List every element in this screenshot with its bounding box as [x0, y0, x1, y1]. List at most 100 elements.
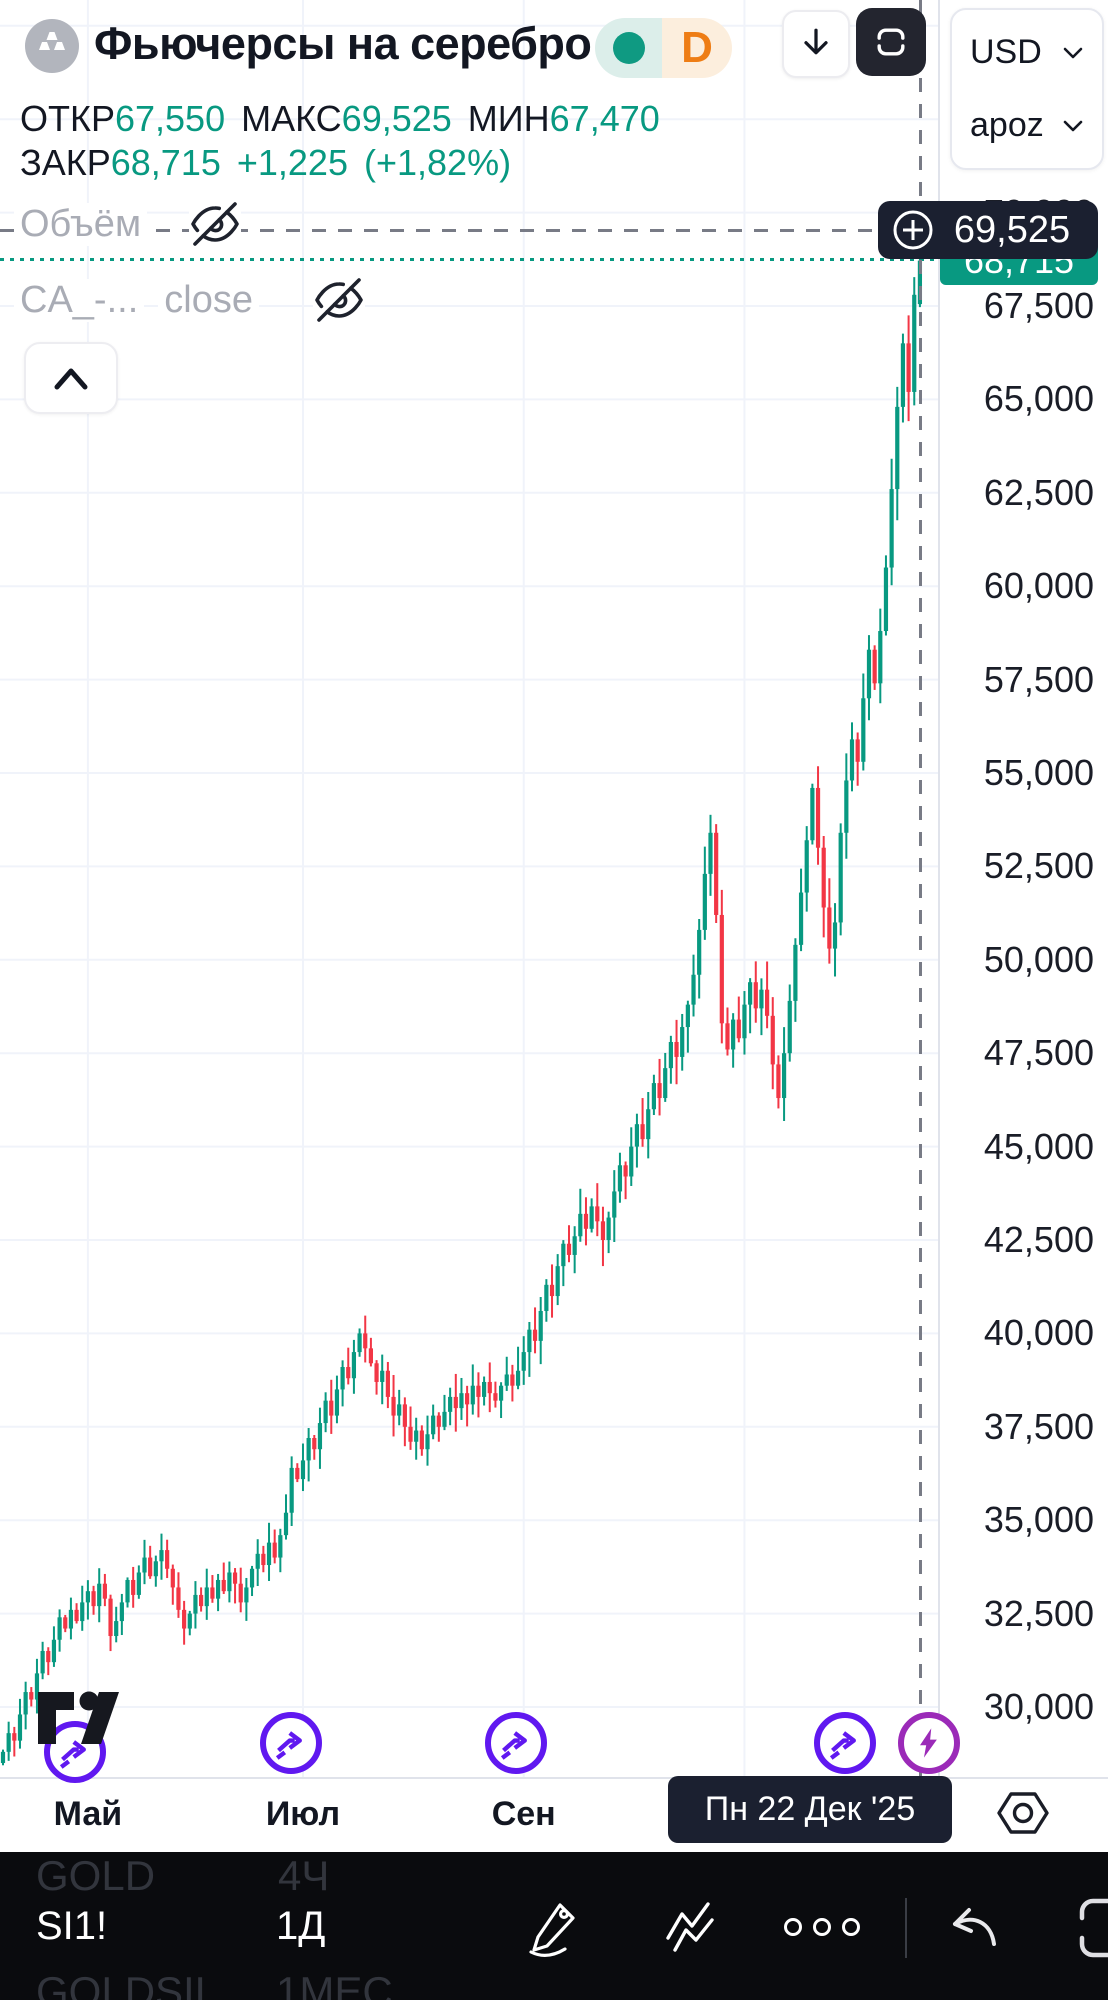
price-axis-label: 55,000	[983, 752, 1094, 793]
candle-body	[408, 1426, 413, 1442]
candle-body	[46, 1650, 51, 1663]
candle-body	[368, 1348, 373, 1364]
candle-body	[674, 1041, 679, 1057]
price-axis-label: 32,500	[983, 1592, 1094, 1634]
download-button[interactable]	[782, 10, 850, 78]
more-button[interactable]	[780, 1914, 864, 1940]
price-axis-label: 65,000	[983, 378, 1094, 420]
ohlc-row-2: ЗАКР68,715 +1,225 (+1,82%)	[20, 142, 512, 183]
candle-body	[753, 982, 758, 1009]
candle-body	[657, 1083, 662, 1099]
candle-body	[544, 1284, 549, 1311]
time-axis-label: Май	[53, 1795, 123, 1833]
candle-body	[895, 406, 900, 490]
eye-off-icon	[315, 278, 363, 322]
candle-body	[261, 1553, 266, 1566]
draw-button[interactable]	[520, 1896, 582, 1958]
watchlist-symbol: GOLDSIL	[36, 1968, 219, 2000]
candle-body	[680, 1027, 685, 1057]
contract-rollover-marker[interactable]	[814, 1712, 876, 1774]
fullscreen-button[interactable]	[856, 8, 926, 76]
candle-body	[708, 832, 713, 874]
lightning-icon	[920, 1728, 937, 1758]
crosshair-horizontal-line	[0, 229, 878, 232]
currency-dropdown[interactable]: USD	[952, 33, 1102, 72]
candle-body	[725, 1023, 730, 1050]
candle-body	[793, 944, 798, 1001]
candle-body	[346, 1367, 351, 1379]
price-axis-label: 35,000	[983, 1499, 1094, 1541]
candle-body	[170, 1568, 175, 1588]
candle-body	[97, 1583, 102, 1607]
candle-body	[334, 1389, 340, 1416]
price-axis-label: 50,000	[983, 938, 1094, 980]
candle-body	[617, 1165, 623, 1192]
candle-body	[153, 1561, 158, 1577]
undo-arrow-icon	[953, 1908, 996, 1946]
indicator-visibility-toggle[interactable]	[312, 274, 365, 326]
symbol-button[interactable]: SI1!	[36, 1904, 108, 1948]
watchlist-symbol: GOLD	[36, 1852, 156, 1899]
unit-dropdown[interactable]: apoz	[952, 106, 1102, 145]
candle-body	[731, 1019, 736, 1050]
axis-settings-panel: USD apoz	[950, 8, 1104, 170]
price-axis-label: 40,000	[983, 1312, 1094, 1354]
screenshot-button-partial[interactable]	[1078, 1896, 1108, 1960]
candle-body	[85, 1591, 90, 1603]
ohlc-row-1: ОТКР67,550 МАКС69,525 МИН67,470	[20, 98, 660, 139]
indicators-button[interactable]	[660, 1898, 720, 1956]
interval-button[interactable]: 1Д	[276, 1904, 326, 1948]
candle-body	[193, 1594, 198, 1614]
contract-rollover-marker[interactable]	[260, 1712, 322, 1774]
candle-body	[668, 1041, 673, 1069]
candle-body	[431, 1415, 436, 1435]
candle-body	[323, 1400, 328, 1424]
candle-body	[23, 1692, 28, 1715]
status-interval-pill[interactable]: D	[595, 18, 732, 78]
time-axis-settings-button[interactable]	[997, 1790, 1049, 1836]
price-axis[interactable]: 70,00067,50065,00062,50060,00057,50055,0…	[938, 0, 1108, 1777]
candle-body	[29, 1692, 34, 1700]
contract-rollover-marker[interactable]	[485, 1712, 547, 1774]
candle-body	[663, 1068, 668, 1099]
candle-body	[295, 1467, 300, 1480]
candle-body	[6, 1733, 11, 1752]
low-value: 67,470	[549, 98, 660, 139]
indicator-legend-row: CA_-... close	[14, 274, 365, 326]
candle-body	[878, 631, 883, 684]
candle-body	[165, 1550, 170, 1569]
watchlist-interval: 1МЕС	[276, 1968, 393, 2000]
candle-body	[317, 1423, 323, 1450]
candle-body	[697, 929, 702, 975]
candle-body	[114, 1621, 119, 1637]
undo-button[interactable]	[945, 1902, 1003, 1956]
indicator-label: CA_-...	[14, 278, 145, 322]
candlestick-chart[interactable]	[0, 0, 938, 1777]
volume-visibility-toggle[interactable]	[189, 198, 242, 250]
candle-body	[249, 1568, 255, 1588]
candle-body	[419, 1430, 424, 1450]
candle-body	[34, 1673, 40, 1700]
interval-badge[interactable]: D	[662, 18, 732, 78]
page-title: Фьючерсы на серебро	[94, 18, 592, 69]
candle-body	[566, 1243, 572, 1255]
candle-body	[232, 1572, 238, 1584]
candle-body	[402, 1404, 407, 1427]
candle-body	[498, 1385, 504, 1401]
unit-value: apoz	[970, 106, 1044, 144]
jump-arrow-icon	[829, 1731, 856, 1760]
candle-body	[68, 1609, 74, 1629]
candle-body	[300, 1460, 306, 1480]
candle-body	[436, 1415, 441, 1427]
candle-body	[244, 1587, 249, 1603]
candle-body	[815, 787, 821, 848]
candle-body	[844, 780, 849, 833]
collapse-legend-button[interactable]	[24, 342, 118, 414]
jump-arrow-icon	[275, 1731, 302, 1760]
candle-body	[685, 1004, 690, 1028]
candle-body	[136, 1572, 141, 1595]
candle-body	[866, 649, 872, 699]
candle-body	[57, 1617, 62, 1640]
event-lightning-marker[interactable]	[898, 1712, 960, 1774]
